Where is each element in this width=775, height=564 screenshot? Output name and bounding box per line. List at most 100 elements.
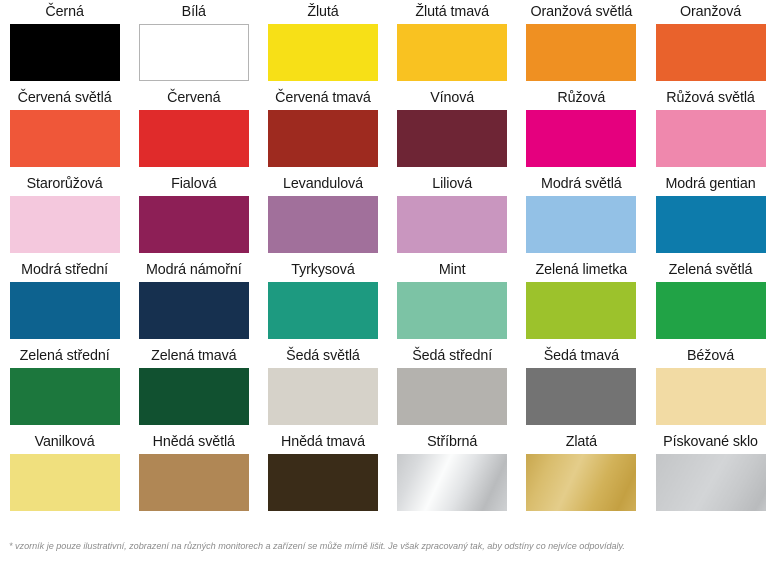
swatch-color-chip[interactable] (9, 282, 120, 339)
swatch-color-chip[interactable] (267, 454, 378, 511)
swatch-label: Levandulová (282, 175, 363, 192)
swatch-cell[interactable]: Tyrkysová (258, 258, 387, 344)
swatch-cell[interactable]: Modrá střední (0, 258, 129, 344)
swatch-cell[interactable]: Růžová (517, 86, 646, 172)
swatch-cell[interactable]: Růžová světlá (646, 86, 775, 172)
swatch-label: Tyrkysová (291, 261, 355, 278)
swatch-cell[interactable]: Šedá tmavá (517, 344, 646, 430)
swatch-label: Liliová (432, 175, 473, 192)
swatch-cell[interactable]: Starorůžová (0, 172, 129, 258)
swatch-color-chip[interactable] (526, 368, 637, 425)
swatch-label: Stříbrná (427, 433, 478, 450)
swatch-label: Šedá tmavá (543, 347, 619, 364)
swatch-cell[interactable]: Mint (388, 258, 517, 344)
swatch-color-chip[interactable] (655, 368, 766, 425)
swatch-color-chip[interactable] (138, 368, 249, 425)
swatch-cell[interactable]: Žlutá tmavá (388, 0, 517, 86)
swatch-cell[interactable]: Zelená světlá (646, 258, 775, 344)
swatch-color-chip[interactable] (267, 282, 378, 339)
swatch-color-chip[interactable] (267, 368, 378, 425)
swatch-label: Fialová (171, 175, 217, 192)
swatch-color-chip[interactable] (397, 110, 508, 167)
swatch-label: Žlutá tmavá (415, 3, 489, 20)
swatch-label: Zelená tmavá (151, 347, 237, 364)
swatch-color-chip[interactable] (526, 196, 637, 253)
swatch-label: Oranžová (679, 3, 742, 20)
swatch-label: Zlatá (565, 433, 597, 450)
swatch-cell[interactable]: Bílá (129, 0, 258, 86)
swatch-color-chip[interactable] (655, 24, 766, 81)
swatch-color-chip[interactable] (138, 196, 249, 253)
swatch-color-chip[interactable] (655, 454, 766, 511)
swatch-label: Oranžová světlá (530, 3, 633, 20)
swatch-color-chip[interactable] (526, 282, 637, 339)
swatch-color-chip[interactable] (655, 110, 766, 167)
swatch-cell[interactable]: Modrá gentian (646, 172, 775, 258)
swatch-label: Bílá (181, 3, 206, 20)
swatch-cell[interactable]: Oranžová světlá (517, 0, 646, 86)
swatch-label: Vínová (430, 89, 475, 106)
swatch-cell[interactable]: Vínová (388, 86, 517, 172)
swatch-label: Pískované sklo (663, 433, 758, 450)
swatch-cell[interactable]: Šedá střední (388, 344, 517, 430)
swatch-label: Černá (45, 3, 84, 20)
swatch-color-chip[interactable] (138, 454, 249, 511)
swatch-cell[interactable]: Pískované sklo (646, 430, 775, 516)
swatch-cell[interactable]: Modrá námořní (129, 258, 258, 344)
swatch-cell[interactable]: Zlatá (517, 430, 646, 516)
swatch-color-chip[interactable] (267, 110, 378, 167)
swatch-color-chip[interactable] (526, 24, 637, 81)
swatch-label: Zelená světlá (668, 261, 753, 278)
swatch-cell[interactable]: Modrá světlá (517, 172, 646, 258)
swatch-color-chip[interactable] (397, 196, 508, 253)
swatch-cell[interactable]: Červená světlá (0, 86, 129, 172)
swatch-cell[interactable]: Červená (129, 86, 258, 172)
swatch-color-chip[interactable] (9, 196, 120, 253)
swatch-label: Zelená střední (19, 347, 110, 364)
swatch-cell[interactable]: Černá (0, 0, 129, 86)
swatch-cell[interactable]: Oranžová (646, 0, 775, 86)
swatch-color-chip[interactable] (397, 282, 508, 339)
swatch-color-chip[interactable] (9, 24, 120, 81)
swatch-cell[interactable]: Zelená limetka (517, 258, 646, 344)
swatch-cell[interactable]: Hnědá světlá (129, 430, 258, 516)
swatch-label: Žlutá (307, 3, 339, 20)
swatch-color-chip[interactable] (267, 196, 378, 253)
swatch-cell[interactable]: Hnědá tmavá (258, 430, 387, 516)
swatch-label: Šedá světlá (286, 347, 360, 364)
swatch-label: Červená tmavá (275, 89, 371, 106)
swatch-label: Šedá střední (412, 347, 493, 364)
swatch-color-chip[interactable] (655, 196, 766, 253)
swatch-color-chip[interactable] (9, 454, 120, 511)
swatch-color-chip[interactable] (397, 368, 508, 425)
swatch-cell[interactable]: Žlutá (258, 0, 387, 86)
swatch-color-chip[interactable] (526, 110, 637, 167)
swatch-color-chip[interactable] (397, 454, 508, 511)
swatch-color-chip[interactable] (9, 368, 120, 425)
swatch-color-chip[interactable] (138, 110, 249, 167)
swatch-color-chip[interactable] (9, 110, 120, 167)
swatch-cell[interactable]: Fialová (129, 172, 258, 258)
swatch-cell[interactable]: Levandulová (258, 172, 387, 258)
swatch-label: Růžová (557, 89, 606, 106)
swatch-cell[interactable]: Vanilková (0, 430, 129, 516)
swatch-cell[interactable]: Béžová (646, 344, 775, 430)
swatch-color-chip[interactable] (397, 24, 508, 81)
swatch-cell[interactable]: Stříbrná (388, 430, 517, 516)
swatch-label: Modrá světlá (541, 175, 622, 192)
swatch-cell[interactable]: Červená tmavá (258, 86, 387, 172)
swatch-color-chip[interactable] (526, 454, 637, 511)
swatch-color-chip[interactable] (267, 24, 378, 81)
swatch-color-chip[interactable] (138, 24, 249, 81)
swatch-label: Mint (438, 261, 466, 278)
swatch-label: Červená (167, 89, 221, 106)
swatch-color-chip[interactable] (138, 282, 249, 339)
swatch-cell[interactable]: Šedá světlá (258, 344, 387, 430)
swatch-label: Červená světlá (17, 89, 112, 106)
swatch-cell[interactable]: Zelená tmavá (129, 344, 258, 430)
swatch-color-chip[interactable] (655, 282, 766, 339)
swatch-cell[interactable]: Zelená střední (0, 344, 129, 430)
swatch-label: Růžová světlá (666, 89, 755, 106)
swatch-cell[interactable]: Liliová (388, 172, 517, 258)
